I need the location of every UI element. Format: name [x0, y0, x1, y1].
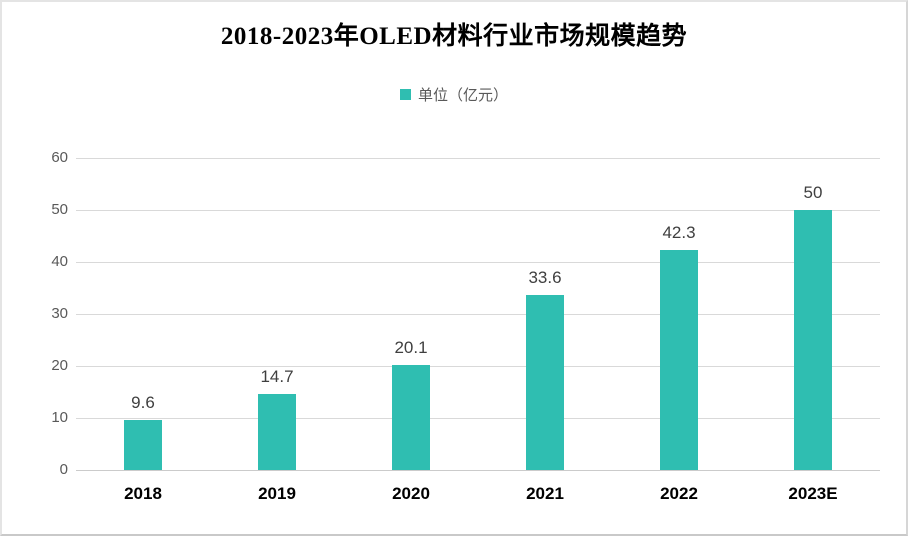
gridline: [76, 314, 880, 315]
chart-title: 2018-2023年OLED材料行业市场规模趋势: [220, 23, 688, 50]
y-tick-label: 0: [59, 461, 68, 478]
bar-2018: [124, 420, 162, 470]
x-tick-label-2018: 2018: [124, 484, 162, 503]
legend-label: 单位（亿元）: [417, 87, 508, 104]
plot-area: 0 10 20 30 40 50 60 9.6 14.7 20.1 33.6 42.3 50: [51, 149, 880, 478]
bar-value-label-2023E: 50: [803, 183, 823, 202]
bar-2020: [392, 365, 430, 470]
gridline: [76, 366, 880, 367]
bar-slot-2021: 33.6: [478, 158, 612, 470]
x-axis-labels: 2018 2019 2020 2021 2022 2023E: [76, 484, 880, 504]
y-tick-label: 50: [51, 201, 68, 218]
gridline: [76, 158, 880, 159]
bar-2023E: [794, 210, 832, 470]
gridline: [76, 210, 880, 211]
bar-slot-2019: 14.7: [210, 158, 344, 470]
x-tick-label-2019: 2019: [258, 484, 296, 503]
x-tick-label-2021: 2021: [526, 484, 564, 503]
bar-slot-2020: 20.1: [344, 158, 478, 470]
legend-marker-icon: [399, 89, 411, 100]
bar-2021: [526, 295, 564, 470]
x-tick-label-2022: 2022: [660, 484, 698, 503]
bar-2019: [258, 393, 296, 470]
x-axis-baseline: [76, 470, 880, 471]
bar-value-label-2018: 9.6: [131, 393, 155, 413]
bar-value-label-2022: 42.3: [662, 223, 696, 243]
bar-value-label-2019: 14.7: [260, 366, 294, 386]
legend: 单位（亿元）: [2, 84, 906, 105]
y-tick-label: 60: [51, 149, 68, 166]
gridline: [76, 418, 880, 419]
x-tick-label-2023E: 2023E: [788, 484, 838, 503]
y-tick-label: 40: [51, 253, 68, 270]
bar-2022: [660, 250, 698, 470]
y-tick-label: 10: [51, 409, 68, 426]
bar-slot-2023E: 50: [746, 158, 880, 470]
bar-slot-2022: 42.3: [612, 158, 746, 470]
y-tick-label: 30: [51, 305, 68, 322]
bar-value-label-2020: 20.1: [394, 338, 428, 358]
gridline: [76, 262, 880, 263]
bar-slot-2018: 9.6: [76, 158, 210, 470]
y-tick-label: 20: [51, 357, 68, 374]
x-tick-label-2020: 2020: [392, 484, 430, 503]
bar-value-label-2021: 33.6: [528, 268, 562, 288]
